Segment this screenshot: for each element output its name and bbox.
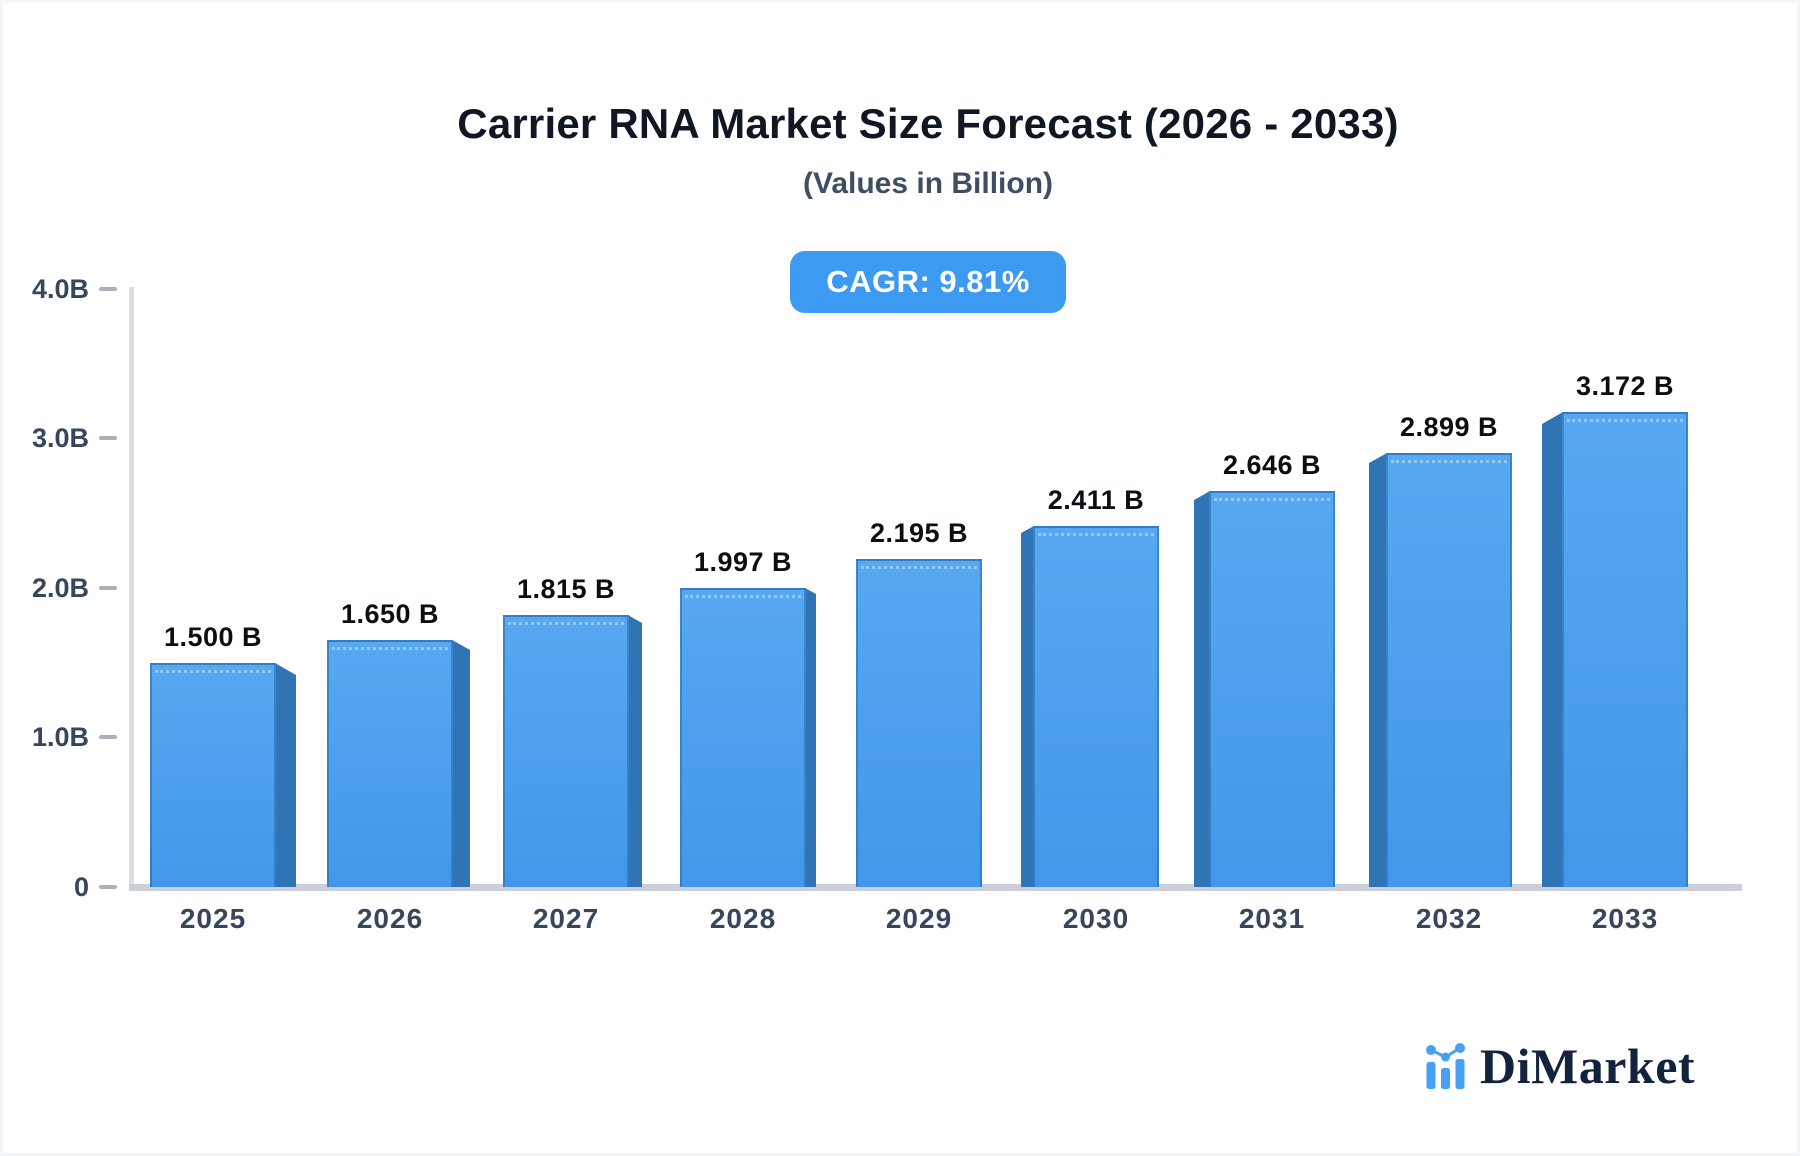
logo-wordmark: DiMarket xyxy=(1480,1038,1696,1094)
bar-2026 xyxy=(327,640,453,887)
y-axis-tick-mark xyxy=(99,735,117,740)
x-axis-label-2025: 2025 xyxy=(179,903,247,934)
bar-chart-icon xyxy=(1426,1043,1465,1089)
chart-subtitle: (Values in Billion) xyxy=(802,167,1054,200)
bar-side-2032 xyxy=(1369,453,1387,887)
bar-side-2027 xyxy=(628,615,642,887)
cagr-badge: CAGR: 9.81% xyxy=(790,251,1066,313)
bar-2025 xyxy=(150,663,276,887)
y-axis-tick-mark xyxy=(99,286,117,291)
y-axis-tick-mark xyxy=(99,885,117,889)
bar-side-2031 xyxy=(1194,491,1210,887)
y-axis-tick-mark xyxy=(99,585,117,590)
chart-header: Carrier RNA Market Size Forecast (2026 -… xyxy=(102,98,1754,313)
x-axis-label-2031: 2031 xyxy=(1238,903,1306,934)
bar-value-label-2026: 1.650 B xyxy=(340,599,440,629)
x-axis-label-2027: 2027 xyxy=(532,903,600,934)
bar-side-2030 xyxy=(1021,526,1034,887)
bar-2030 xyxy=(1033,526,1159,887)
bar-value-label-2027: 1.815 B xyxy=(516,574,616,604)
bar-side-2025 xyxy=(275,663,296,887)
bar-2032 xyxy=(1386,453,1512,887)
x-axis-label-2029: 2029 xyxy=(885,903,953,934)
x-axis-line xyxy=(129,884,1742,891)
bar-2027 xyxy=(503,615,629,887)
bar-side-2026 xyxy=(452,640,470,887)
bar-value-label-2031: 2.646 B xyxy=(1222,450,1322,480)
bar-value-label-2028: 1.997 B xyxy=(693,547,793,577)
bar-side-2033 xyxy=(1542,412,1563,887)
bar-2028 xyxy=(680,588,806,887)
bar-2029 xyxy=(856,559,982,887)
y-axis-line xyxy=(129,287,134,889)
bar-side-2028 xyxy=(805,588,816,887)
x-axis-label-2033: 2033 xyxy=(1591,903,1659,934)
bar-2033 xyxy=(1562,412,1688,887)
dimarket-logo: DiMarket xyxy=(1424,1036,1695,1096)
x-axis-label-2026: 2026 xyxy=(356,903,424,934)
x-axis-label-2028: 2028 xyxy=(709,903,777,934)
y-axis-tick-label: 1.0B xyxy=(31,722,89,753)
bar-value-label-2030: 2.411 B xyxy=(1047,485,1145,515)
x-axis-label-2030: 2030 xyxy=(1062,903,1130,934)
x-axis-label-2032: 2032 xyxy=(1415,903,1483,934)
bar-2031 xyxy=(1209,491,1335,887)
y-axis-tick-label: 4.0B xyxy=(31,273,89,304)
bar-value-label-2025: 1.500 B xyxy=(163,622,263,652)
y-axis-tick-label: 0 xyxy=(73,872,89,902)
y-axis-tick-mark xyxy=(99,436,117,441)
bar-value-label-2029: 2.195 B xyxy=(869,518,969,548)
bar-value-label-2032: 2.899 B xyxy=(1399,412,1499,442)
y-axis-tick-label: 2.0B xyxy=(31,572,89,603)
chart-title: Carrier RNA Market Size Forecast (2026 -… xyxy=(457,100,1399,147)
bar-value-label-2033: 3.172 B xyxy=(1575,371,1675,401)
y-axis-tick-label: 3.0B xyxy=(31,423,89,454)
